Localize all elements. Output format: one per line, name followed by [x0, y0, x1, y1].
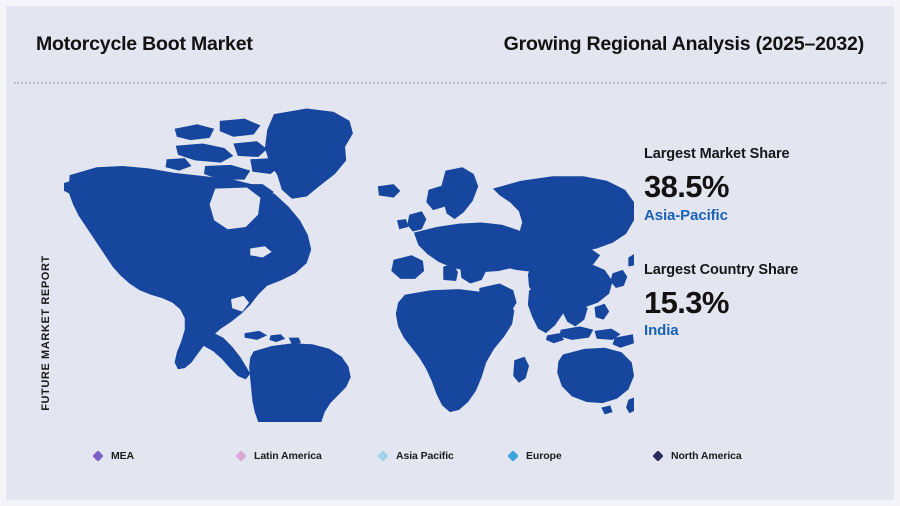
- diamond-marker-icon: [507, 450, 519, 462]
- stat-value: 38.5%: [644, 169, 730, 204]
- diamond-marker-icon: [235, 450, 247, 462]
- legend-item-asia-pacific: Asia Pacific: [377, 450, 509, 462]
- diamond-marker-icon: [92, 450, 104, 462]
- legend-item-mea: MEA: [92, 450, 237, 462]
- legend-item-latin-america: Latin America: [235, 450, 379, 462]
- legend-item-north-america: North America: [652, 450, 742, 462]
- stat-region: India: [644, 322, 679, 340]
- world-map-icon: [64, 108, 634, 422]
- legend-item-label: MEA: [111, 450, 135, 462]
- stat-label: Largest Market Share: [644, 146, 790, 162]
- diamond-marker-icon: [652, 450, 664, 462]
- stat-value: 15.3%: [644, 284, 730, 320]
- stat-region: Asia-Pacific: [644, 206, 728, 224]
- stat-block-country-share: Largest Country Share 15.3% India: [644, 262, 884, 340]
- legend-item-europe: Europe: [507, 450, 654, 462]
- stat-block-market-share: Largest Market Share 38.5% Asia-Pacific: [644, 146, 884, 224]
- page-title: Motorcycle Boot Market: [36, 32, 253, 55]
- legend-item-label: Latin America: [254, 450, 322, 462]
- legend-item-label: Europe: [526, 450, 562, 462]
- legend: MEA Latin America Asia Pacific Europe No…: [92, 450, 742, 462]
- world-map: [64, 102, 634, 422]
- brand-vertical-text: FUTURE MARKET REPORT: [40, 255, 53, 411]
- diamond-marker-icon: [377, 450, 389, 462]
- stat-label: Largest Country Share: [644, 261, 799, 278]
- header-divider: [14, 82, 886, 86]
- stats-panel: Largest Market Share 38.5% Asia-Pacific …: [644, 146, 884, 339]
- brand-vertical-label: FUTURE MARKET REPORT: [36, 238, 56, 428]
- header: Motorcycle Boot Market Growing Regional …: [6, 6, 894, 82]
- legend-item-label: North America: [671, 450, 742, 462]
- header-subtitle: Growing Regional Analysis (2025–2032): [503, 32, 865, 55]
- legend-item-label: Asia Pacific: [396, 450, 454, 462]
